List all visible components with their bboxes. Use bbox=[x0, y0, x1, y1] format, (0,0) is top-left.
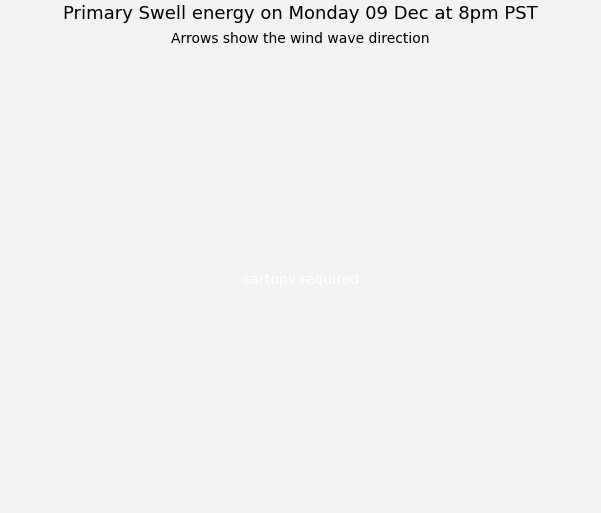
Text: Primary Swell energy on Monday 09 Dec at 8pm PST: Primary Swell energy on Monday 09 Dec at… bbox=[63, 5, 538, 23]
Text: Arrows show the wind wave direction: Arrows show the wind wave direction bbox=[171, 32, 430, 46]
Text: cartopy required: cartopy required bbox=[243, 273, 358, 287]
